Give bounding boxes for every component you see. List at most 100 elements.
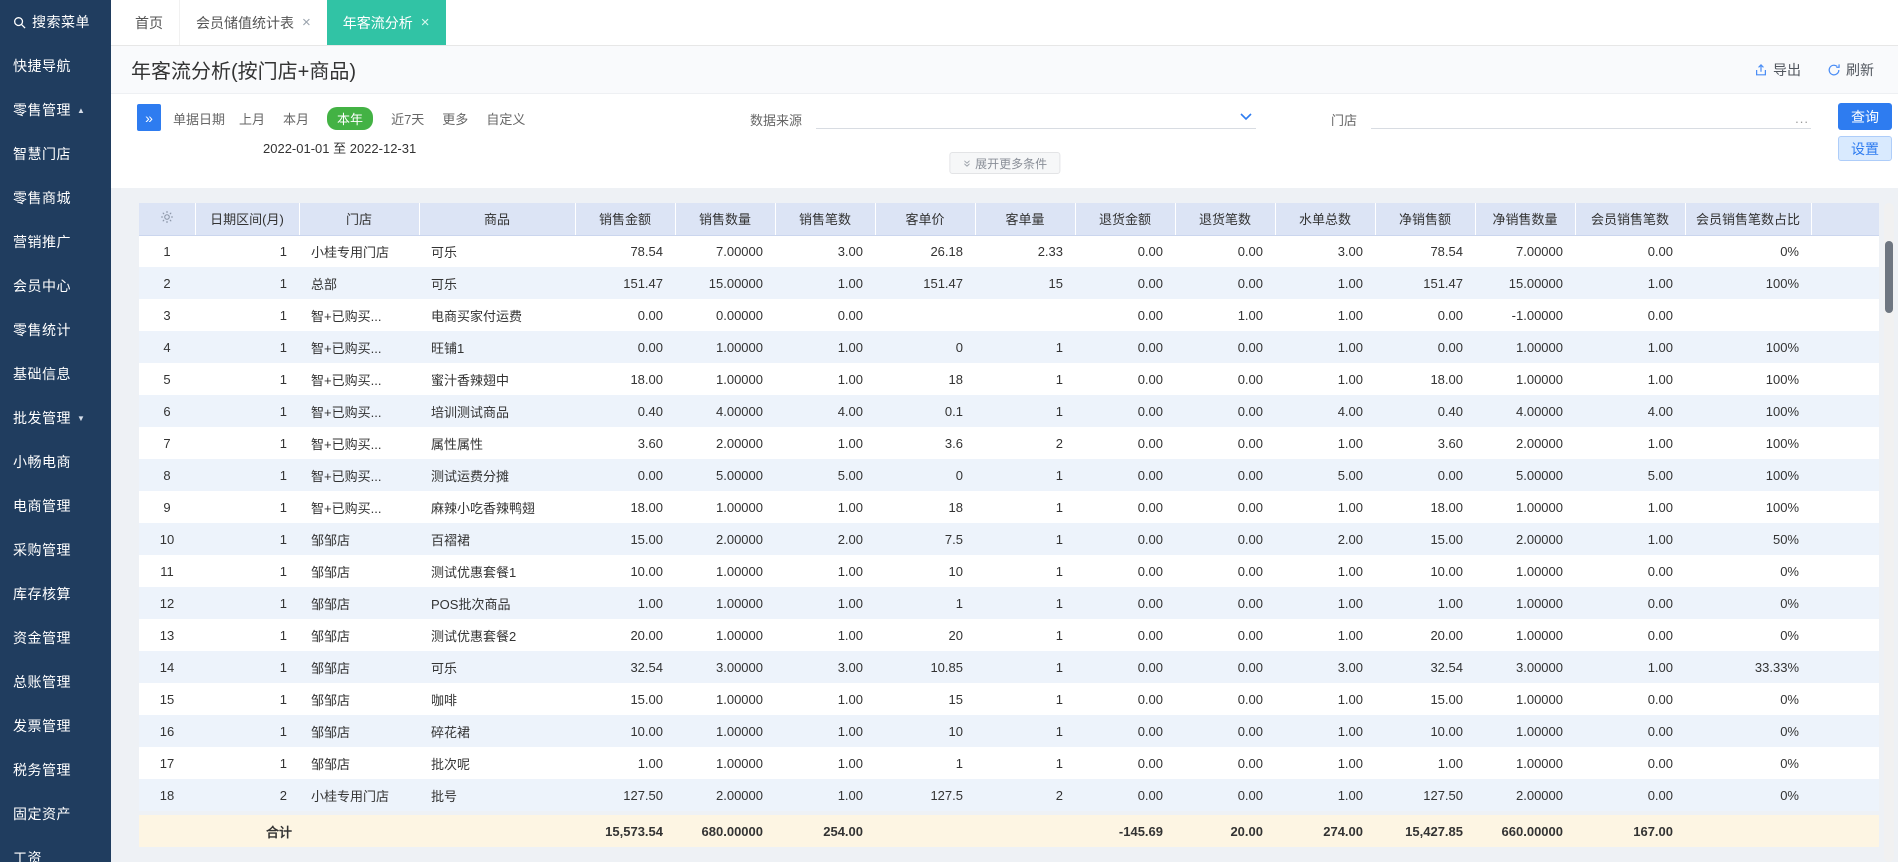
date-pill[interactable]: 近7天: [391, 112, 425, 127]
table-row[interactable]: 11 1 邹邹店 测试优惠套餐1 10.00 1.00000 1.00 10 1 0.00 0.00…: [139, 555, 1879, 587]
source-select[interactable]: [816, 105, 1257, 129]
cell: 1: [279, 595, 287, 611]
table-row[interactable]: 10 1 邹邹店 百褶裙 15.00 2.00000 2.00 7.5 1 0.00 0.00 2.0…: [139, 523, 1879, 555]
column-header[interactable]: 销售金额: [575, 203, 676, 236]
column-header[interactable]: 客单量: [975, 203, 1076, 236]
column-header[interactable]: 会员销售笔数占比: [1685, 203, 1812, 236]
table-row[interactable]: 9 1 智+已购买... 麻辣小吃香辣鸭翅 18.00 1.00000 1.00 18 1 0.0…: [139, 491, 1879, 523]
cell: 1.00000: [1516, 627, 1563, 643]
table-row[interactable]: 3 1 智+已购买... 电商买家付运费 0.00 0.00000 0.00 0.00 1.00…: [139, 299, 1879, 331]
column-header[interactable]: 门店: [299, 203, 420, 236]
sidebar-item[interactable]: 基础信息: [0, 352, 111, 396]
close-icon[interactable]: ×: [302, 14, 311, 31]
cell: 5.00000: [716, 467, 763, 483]
sidebar-item[interactable]: 工资: [0, 836, 111, 862]
table-row[interactable]: 13 1 邹邹店 测试优惠套餐2 20.00 1.00000 1.00 20 1 0.00 0.00…: [139, 619, 1879, 651]
store-picker-icon[interactable]: ...: [1795, 111, 1810, 126]
refresh-button[interactable]: 刷新: [1827, 60, 1874, 80]
cell: 0.00: [1137, 499, 1163, 515]
cell: 0.00: [1137, 595, 1163, 611]
cell: 0.00: [1137, 627, 1163, 643]
table-row[interactable]: 4 1 智+已购买... 旺铺1 0.00 1.00000 1.00 0 1 0.00 0.00 1.…: [139, 331, 1879, 363]
date-pill[interactable]: 本月: [283, 112, 310, 127]
cell: 100%: [1765, 339, 1799, 355]
sidebar-item[interactable]: 小畅电商: [0, 440, 111, 484]
cell: 1.00: [837, 595, 863, 611]
cell: 9: [163, 499, 171, 515]
settings-button[interactable]: 设置: [1838, 136, 1892, 161]
cell: 1.00000: [716, 627, 763, 643]
date-pill[interactable]: 自定义: [486, 112, 526, 127]
cell: 0.00: [1137, 275, 1163, 291]
cell: 10: [948, 563, 963, 579]
query-button[interactable]: 查询: [1838, 103, 1892, 130]
column-header[interactable]: 退货笔数: [1175, 203, 1276, 236]
sidebar-item[interactable]: 发票管理: [0, 704, 111, 748]
column-header[interactable]: 客单价: [875, 203, 976, 236]
cell: 3.60: [637, 435, 663, 451]
sidebar-item-label: 零售管理: [13, 102, 71, 118]
sidebar-item[interactable]: 智慧门店: [0, 132, 111, 176]
sidebar-item[interactable]: 库存核算: [0, 572, 111, 616]
table-row[interactable]: 2 1 总部 可乐 151.47 15.00000 1.00 151.47 15 0.00 0.00…: [139, 267, 1879, 299]
tab-item[interactable]: 年客流分析 ×: [326, 0, 446, 45]
tab-item[interactable]: 会员储值统计表 ×: [179, 0, 327, 45]
sidebar-item[interactable]: 快捷导航: [0, 44, 111, 88]
table-row[interactable]: 16 1 邹邹店 碎花裙 10.00 1.00000 1.00 10 1 0.00 0.00 1.00…: [139, 715, 1879, 747]
sidebar-item[interactable]: 会员中心: [0, 264, 111, 308]
collapse-panel-button[interactable]: »: [137, 104, 161, 131]
cell: 0%: [1780, 691, 1799, 707]
column-header[interactable]: 商品: [419, 203, 576, 236]
cell: 智+已购买...: [311, 372, 382, 388]
column-header[interactable]: 净销售额: [1375, 203, 1476, 236]
cell: 智+已购买...: [311, 500, 382, 516]
column-header[interactable]: 净销售数量: [1475, 203, 1576, 236]
column-header[interactable]: 会员销售笔数: [1575, 203, 1686, 236]
column-header[interactable]: 销售笔数: [775, 203, 876, 236]
tab-item[interactable]: 首页: [119, 0, 179, 45]
table-row[interactable]: 18 2 小桂专用门店 批号 127.50 2.00000 1.00 127.5 2 0.00 0.…: [139, 779, 1879, 811]
column-header[interactable]: 日期区间(月): [195, 203, 300, 236]
column-settings-header[interactable]: [139, 203, 196, 236]
table-row[interactable]: 6 1 智+已购买... 培训测试商品 0.40 4.00000 4.00 0.1 1 0.00 0…: [139, 395, 1879, 427]
sidebar-item[interactable]: 资金管理: [0, 616, 111, 660]
export-button[interactable]: 导出: [1754, 60, 1801, 80]
table-row[interactable]: 5 1 智+已购买... 蜜汁香辣翅中 18.00 1.00000 1.00 18 1 0.00 0…: [139, 363, 1879, 395]
date-pill[interactable]: 上月: [239, 112, 266, 127]
table-row[interactable]: 17 1 邹邹店 批次呢 1.00 1.00000 1.00 1 1 0.00 0.00 1.00 1.…: [139, 747, 1879, 779]
sidebar-item[interactable]: 税务管理: [0, 748, 111, 792]
cell: 1: [279, 467, 287, 483]
sidebar-item[interactable]: 电商管理: [0, 484, 111, 528]
cell: 0%: [1780, 595, 1799, 611]
sidebar-item[interactable]: 采购管理: [0, 528, 111, 572]
column-header[interactable]: 销售数量: [675, 203, 776, 236]
date-pill[interactable]: 本年: [327, 107, 374, 130]
cell: 10: [159, 531, 175, 547]
sidebar-item[interactable]: 批发管理 ▼: [0, 396, 111, 440]
table-row[interactable]: 14 1 邹邹店 可乐 32.54 3.00000 3.00 10.85 1 0.00 0.00 3.…: [139, 651, 1879, 683]
scrollbar-thumb[interactable]: [1885, 241, 1893, 313]
sidebar-item[interactable]: 营销推广: [0, 220, 111, 264]
table-row[interactable]: 12 1 邹邹店 POS批次商品 1.00 1.00000 1.00 1 1 0.00 0.00 1.…: [139, 587, 1879, 619]
sidebar-item[interactable]: 固定资产: [0, 792, 111, 836]
sidebar-item[interactable]: 总账管理: [0, 660, 111, 704]
table-row[interactable]: 1 1 小桂专用门店 可乐 78.54 7.00000 3.00 26.18 2.33 0.00 0…: [139, 235, 1879, 267]
table-row[interactable]: 7 1 智+已购买... 属性属性 3.60 2.00000 1.00 3.6 2 0.00 0.0…: [139, 427, 1879, 459]
sidebar-item[interactable]: 零售统计: [0, 308, 111, 352]
column-header[interactable]: 退货金额: [1075, 203, 1176, 236]
store-input[interactable]: ...: [1371, 105, 1812, 129]
row-filler: [1811, 427, 1879, 459]
cell: 2.00: [1337, 531, 1363, 547]
date-pill[interactable]: 更多: [442, 112, 469, 127]
sidebar-item[interactable]: 零售商城: [0, 176, 111, 220]
close-icon[interactable]: ×: [420, 14, 430, 31]
table-row[interactable]: 15 1 邹邹店 咖啡 15.00 1.00000 1.00 15 1 0.00 0.00 1.00 1…: [139, 683, 1879, 715]
expand-more-button[interactable]: « 展开更多条件: [948, 152, 1061, 174]
total-cell: [1685, 815, 1811, 847]
sidebar-item[interactable]: 搜索菜单: [0, 0, 111, 44]
cell: 15.00000: [708, 275, 763, 291]
column-header[interactable]: 水单总数: [1275, 203, 1376, 236]
sidebar-item[interactable]: 零售管理 ▲: [0, 88, 111, 132]
table-row[interactable]: 8 1 智+已购买... 测试运费分摊 0.00 5.00000 5.00 0 1 0.00 0.0…: [139, 459, 1879, 491]
vertical-scrollbar[interactable]: [1884, 203, 1894, 862]
